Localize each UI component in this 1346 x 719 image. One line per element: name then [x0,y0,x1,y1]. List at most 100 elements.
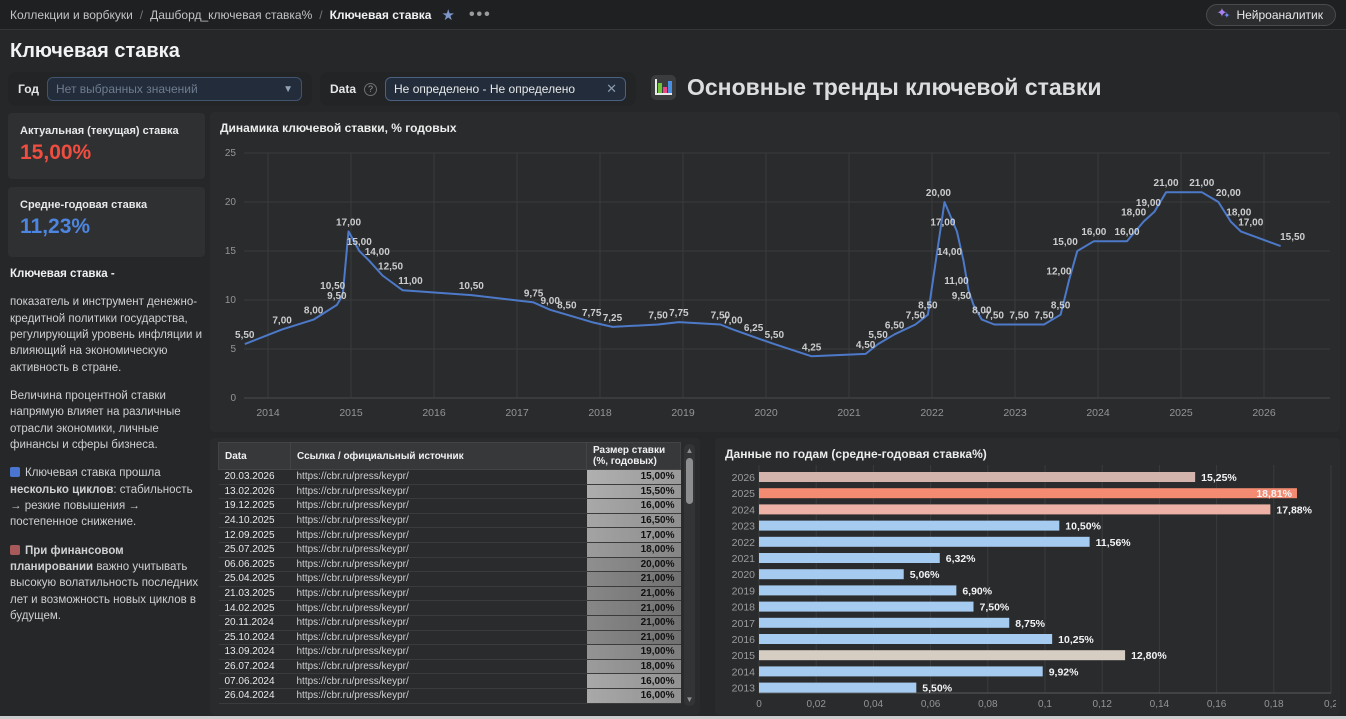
table-row[interactable]: 25.07.2025 https://cbr.ru/press/keypr/18,… [218,542,681,558]
bar[interactable] [759,650,1126,661]
line-point-label: 7,75 [669,308,689,319]
bar[interactable] [759,585,957,596]
bar[interactable] [759,472,1196,482]
bar[interactable] [759,634,1053,644]
line-point-label: 16,00 [1081,227,1106,238]
line-point-label: 19,00 [1136,198,1161,209]
bar[interactable] [759,601,974,612]
page-title: Ключевая ставка [10,40,180,62]
more-options-button[interactable]: ••• [468,5,492,23]
bar[interactable] [759,536,1090,547]
table-row[interactable]: 25.10.2024 https://cbr.ru/press/keypr/21,… [218,630,681,646]
neuroanalyst-button[interactable]: ✦ ✦ Нейроаналитик [1206,3,1336,26]
breadcrumb-separator: / [319,7,323,22]
bar[interactable] [759,488,1297,499]
line-point-label: 9,50 [327,291,347,302]
table-column-header[interactable]: Data [218,442,291,470]
breadcrumb-dashboard[interactable]: Дашборд_ключевая ставка% [150,7,313,22]
table-row[interactable]: 20.11.2024 https://cbr.ru/press/keypr/21,… [218,615,681,631]
current-rate-value: 15,00% [20,141,92,164]
bar-value-label: 6,90% [962,585,992,597]
line-point-label: 7,75 [582,308,602,319]
bar-value-label: 10,25% [1058,634,1094,646]
svg-text:2020: 2020 [732,569,756,581]
table-column-header[interactable]: Размер ставки (%, годовых) [586,442,681,470]
year-select-placeholder: Нет выбранных значений [56,82,198,96]
line-point-label: 7,50 [1009,311,1029,322]
year-filter-label: Год [18,82,39,96]
bar[interactable] [759,682,917,693]
table-row[interactable]: 20.03.2026 https://cbr.ru/press/keypr/15,… [218,469,681,485]
line-point-label: 7,00 [723,315,743,326]
bar-chart-icon [651,75,676,100]
bar[interactable] [759,666,1043,677]
svg-text:2025: 2025 [732,488,756,500]
table-row[interactable]: 13.02.2026 https://cbr.ru/press/keypr/15,… [218,484,681,500]
table-header-row: Data Ссылка / официальный источник Размер … [218,442,681,470]
line-point-label: 11,00 [944,276,969,287]
scrollbar-thumb[interactable] [686,458,693,504]
table-row[interactable]: 12.09.2025 https://cbr.ru/press/keypr/17,… [218,527,681,543]
clear-icon[interactable]: ✕ [606,81,617,96]
table-row[interactable]: 24.10.2025 https://cbr.ru/press/keypr/16,… [218,513,681,529]
table-row[interactable]: 25.04.2025 https://cbr.ru/press/keypr/21,… [218,571,681,587]
bar-value-label: 18,81% [1256,488,1292,500]
info-bullet-2: При финансовом планировании важно учитыв… [10,544,199,622]
favorite-star-icon[interactable]: ★ [441,6,455,24]
svg-text:2016: 2016 [732,634,756,646]
bar-value-label: 5,06% [910,569,940,581]
line-point-label: 6,50 [885,320,905,331]
scroll-down-icon[interactable]: ▼ [685,695,694,704]
svg-text:10: 10 [225,295,237,306]
line-point-label: 7,50 [711,311,731,322]
bar[interactable] [759,569,904,580]
svg-text:2024: 2024 [732,504,756,516]
rates-table: Data Ссылка / официальный источник Размер … [218,442,681,704]
line-point-label: 18,00 [1121,208,1146,219]
bar[interactable] [759,617,1010,628]
table-row[interactable]: 13.09.2024 https://cbr.ru/press/keypr/19,… [218,644,681,660]
table-row[interactable]: 14.02.2025 https://cbr.ru/press/keypr/21,… [218,600,681,616]
svg-text:0,06: 0,06 [921,699,941,710]
line-point-label: 4,25 [802,342,822,353]
year-select[interactable]: Нет выбранных значений ▼ [47,77,302,101]
table-column-header[interactable]: Ссылка / официальный источник [290,442,587,470]
bar-value-label: 11,56% [1096,537,1132,549]
data-select[interactable]: Не определено - Не определено ✕ [385,77,626,101]
table-row[interactable]: 06.06.2025 https://cbr.ru/press/keypr/20,… [218,557,681,573]
line-point-label: 11,00 [398,276,423,287]
breadcrumb-separator: / [139,7,144,22]
line-point-label: 9,00 [540,296,560,307]
average-rate-label: Средне-годовая ставка [20,199,148,211]
bar-value-label: 8,75% [1015,618,1045,630]
bar[interactable] [759,504,1271,515]
line-point-label: 7,50 [648,311,668,322]
line-point-label: 7,25 [603,313,623,324]
table-row[interactable]: 21.03.2025 https://cbr.ru/press/keypr/21,… [218,586,681,602]
bar[interactable] [759,520,1060,531]
scroll-up-icon[interactable]: ▲ [685,446,694,455]
bottom-edge-strip [0,716,1346,719]
table-row[interactable]: 26.04.2024 https://cbr.ru/press/keypr/16,… [218,688,681,704]
help-icon[interactable]: ? [364,82,378,96]
svg-text:0,02: 0,02 [806,699,826,710]
table-scrollbar[interactable]: ▲ ▼ [684,444,695,706]
line-point-label: 12,50 [378,262,403,273]
line-point-label: 15,00 [347,237,372,248]
current-rate-label: Актуальная (текущая) ставка [20,125,179,137]
data-filter: Data ? Не определено - Не определено ✕ [320,72,636,106]
table-row[interactable]: 26.07.2024 https://cbr.ru/press/keypr/18,… [218,659,681,675]
bar-value-label: 5,50% [922,683,952,695]
current-rate-card: Актуальная (текущая) ставка 15,00% [8,113,205,179]
line-point-label: 17,00 [1238,217,1263,228]
breadcrumb-collections[interactable]: Коллекции и ворбкуки [10,7,133,22]
info-paragraph-1: показатель и инструмент денежно-кредитно… [10,296,203,374]
bar[interactable] [759,553,940,563]
yearly-average-bar-chart[interactable]: 0 0,02 0,04 0,06 0,08 0,1 0,12 0,14 0,16 0,18 0,2 2… [715,461,1336,713]
line-point-label: 21,00 [1154,178,1179,189]
table-row[interactable]: 19.12.2025 https://cbr.ru/press/keypr/16,… [218,498,681,514]
svg-text:0,18: 0,18 [1264,699,1284,710]
table-row[interactable]: 07.06.2024 https://cbr.ru/press/keypr/16,… [218,673,681,689]
data-filter-label: Data [330,82,357,96]
